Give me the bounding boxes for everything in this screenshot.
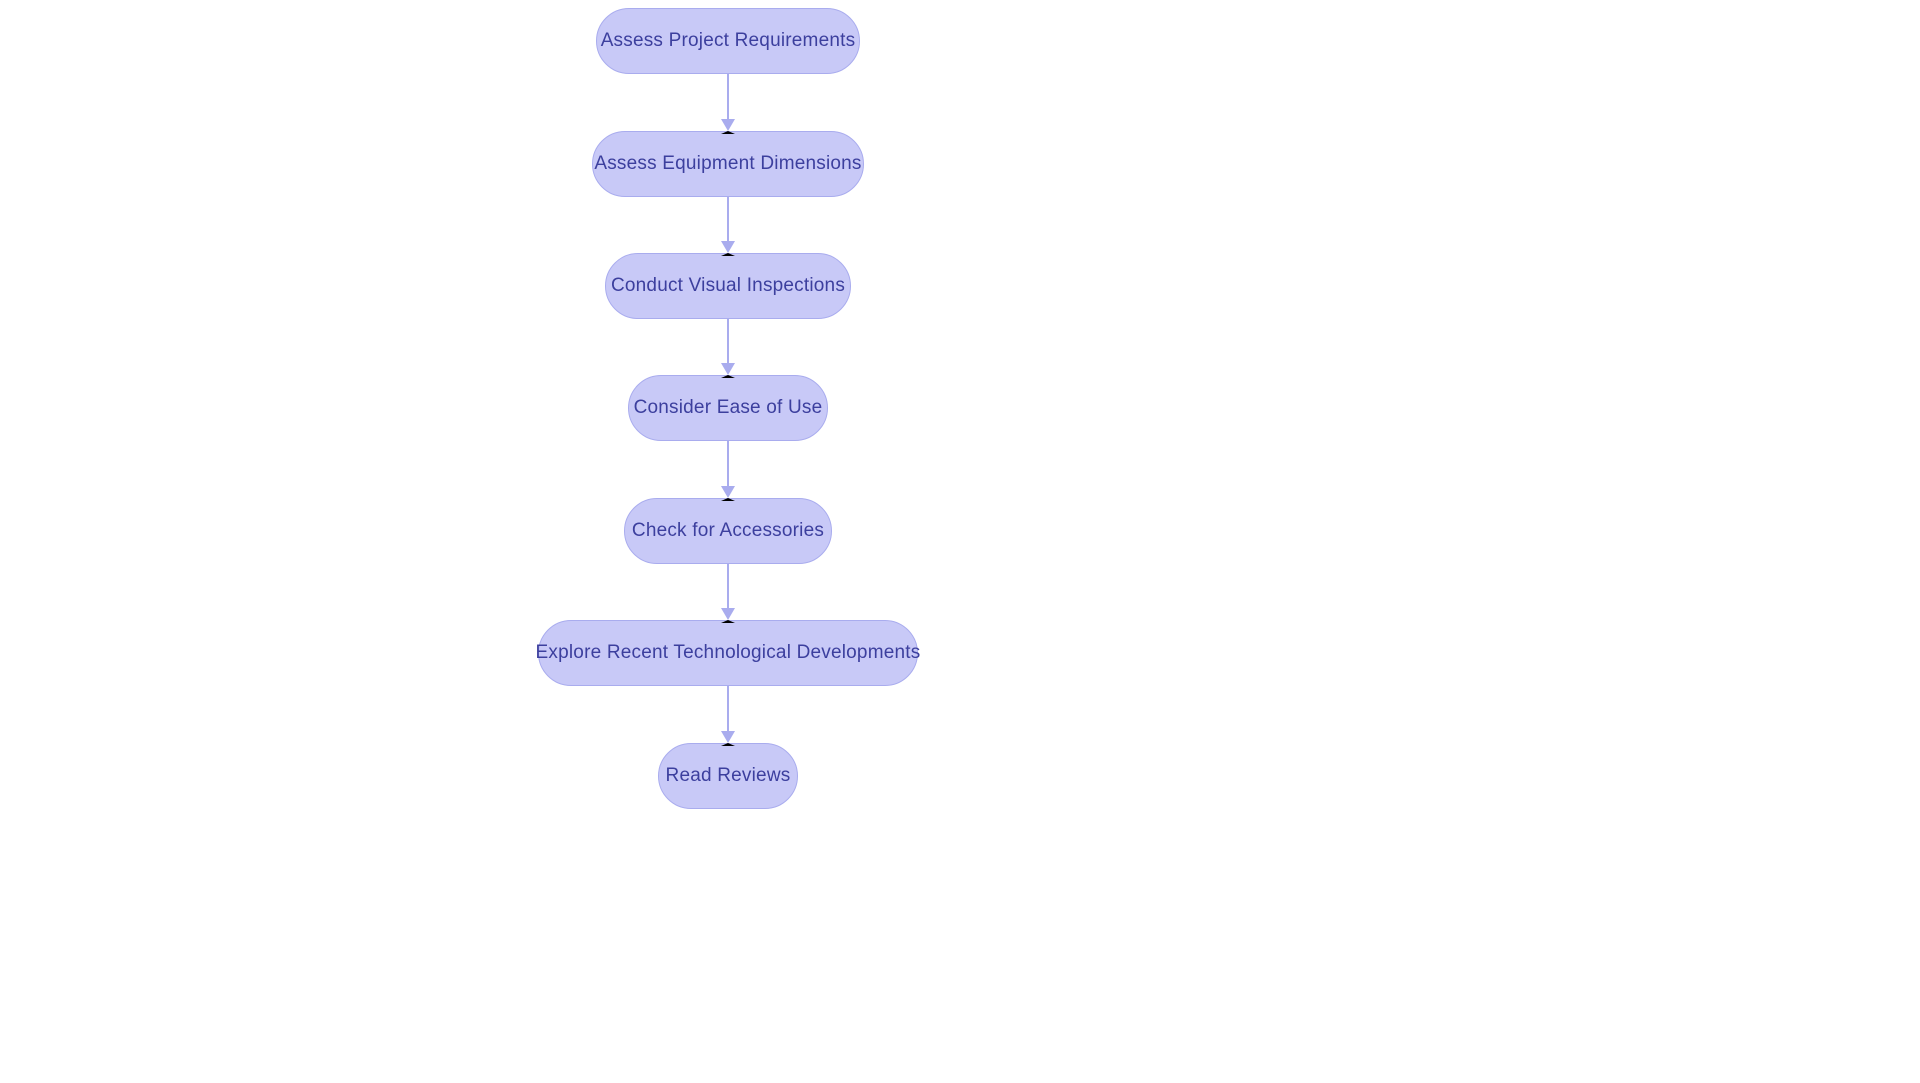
flowchart-node-n3: Conduct Visual Inspections (605, 253, 851, 319)
flowchart-edge-n6-n7 (721, 686, 735, 746)
flowchart-edge-n4-n5 (721, 441, 735, 501)
flowchart-node-n7: Read Reviews (658, 743, 798, 809)
chevron-down-icon (721, 731, 735, 746)
flowchart-node-label: Explore Recent Technological Development… (536, 642, 921, 664)
flowchart-node-label: Assess Equipment Dimensions (594, 153, 861, 175)
flowchart-node-label: Conduct Visual Inspections (611, 275, 845, 297)
flowchart-edge-n1-n2 (721, 74, 735, 134)
flowchart-node-n6: Explore Recent Technological Development… (538, 620, 918, 686)
chevron-down-icon (721, 241, 735, 256)
flowchart-node-label: Check for Accessories (632, 520, 824, 542)
flowchart-canvas: Assess Project Requirements Assess Equipm… (0, 0, 1920, 1083)
flowchart-node-n2: Assess Equipment Dimensions (592, 131, 864, 197)
chevron-down-icon (721, 486, 735, 501)
chevron-down-icon (721, 363, 735, 378)
flowchart-node-label: Assess Project Requirements (601, 30, 856, 52)
flowchart-edge-n3-n4 (721, 319, 735, 378)
flowchart-edge-line (727, 564, 729, 608)
flowchart-edge-line (727, 441, 729, 486)
flowchart-edge-n5-n6 (721, 564, 735, 623)
flowchart-node-n4: Consider Ease of Use (628, 375, 828, 441)
chevron-down-icon (721, 119, 735, 134)
chevron-down-icon (721, 608, 735, 623)
flowchart-node-n1: Assess Project Requirements (596, 8, 860, 74)
flowchart-node-label: Read Reviews (666, 765, 791, 787)
flowchart-edge-line (727, 74, 729, 119)
flowchart-node-n5: Check for Accessories (624, 498, 832, 564)
flowchart-edge-line (727, 686, 729, 731)
flowchart-edge-line (727, 319, 729, 363)
flowchart-node-label: Consider Ease of Use (634, 397, 823, 419)
flowchart-edge-n2-n3 (721, 197, 735, 256)
flowchart-edge-line (727, 197, 729, 241)
